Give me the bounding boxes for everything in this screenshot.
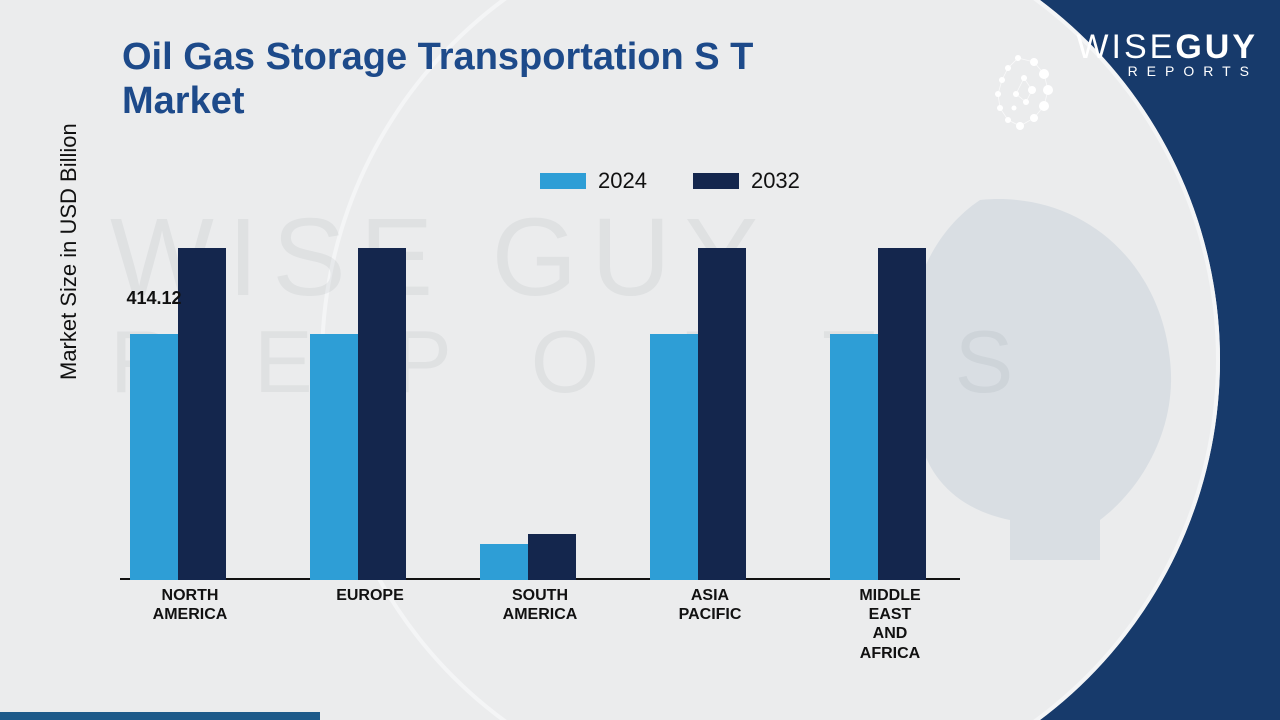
bar-group: SOUTHAMERICA: [480, 534, 600, 580]
bar-group: ASIAPACIFIC: [650, 248, 770, 581]
bar-2032: [878, 248, 926, 581]
bar-2024: [480, 544, 528, 580]
bar-group: EUROPE: [310, 248, 430, 581]
legend-swatch-2024: [540, 173, 586, 189]
bar-value-label: 414.12: [126, 288, 181, 309]
bar-2024: [830, 334, 878, 580]
x-tick-label: EUROPE: [310, 580, 430, 605]
bar-2032: [698, 248, 746, 581]
bar-2024: [130, 334, 178, 580]
brand-head-icon: [978, 48, 1058, 138]
bar-group: MIDDLEEASTANDAFRICA: [830, 248, 950, 581]
x-tick-label: ASIAPACIFIC: [650, 580, 770, 624]
bar-2032: [528, 534, 576, 580]
x-tick-label: SOUTHAMERICA: [480, 580, 600, 624]
bar-2024: [650, 334, 698, 580]
x-tick-label: MIDDLEEASTANDAFRICA: [830, 580, 950, 663]
bar-2024: [310, 334, 358, 580]
chart-plot-area: NORTHAMERICAEUROPESOUTHAMERICAASIAPACIFI…: [120, 200, 960, 580]
brand-name: WISEGUY: [1076, 28, 1258, 67]
chart-title: Oil Gas Storage Transportation S T Marke…: [122, 36, 842, 123]
legend-label-2032: 2032: [751, 168, 800, 194]
legend-item-2032: 2032: [693, 168, 800, 194]
bottom-left-stripe: [0, 712, 320, 720]
bar-2032: [358, 248, 406, 581]
chart-legend: 2024 2032: [540, 168, 800, 194]
legend-item-2024: 2024: [540, 168, 647, 194]
y-axis-label: Market Size in USD Billion: [56, 123, 82, 380]
x-tick-label: NORTHAMERICA: [130, 580, 250, 624]
legend-label-2024: 2024: [598, 168, 647, 194]
legend-swatch-2032: [693, 173, 739, 189]
bar-2032: [178, 248, 226, 581]
brand-logo: WISEGUY REPORTS: [1076, 28, 1258, 79]
